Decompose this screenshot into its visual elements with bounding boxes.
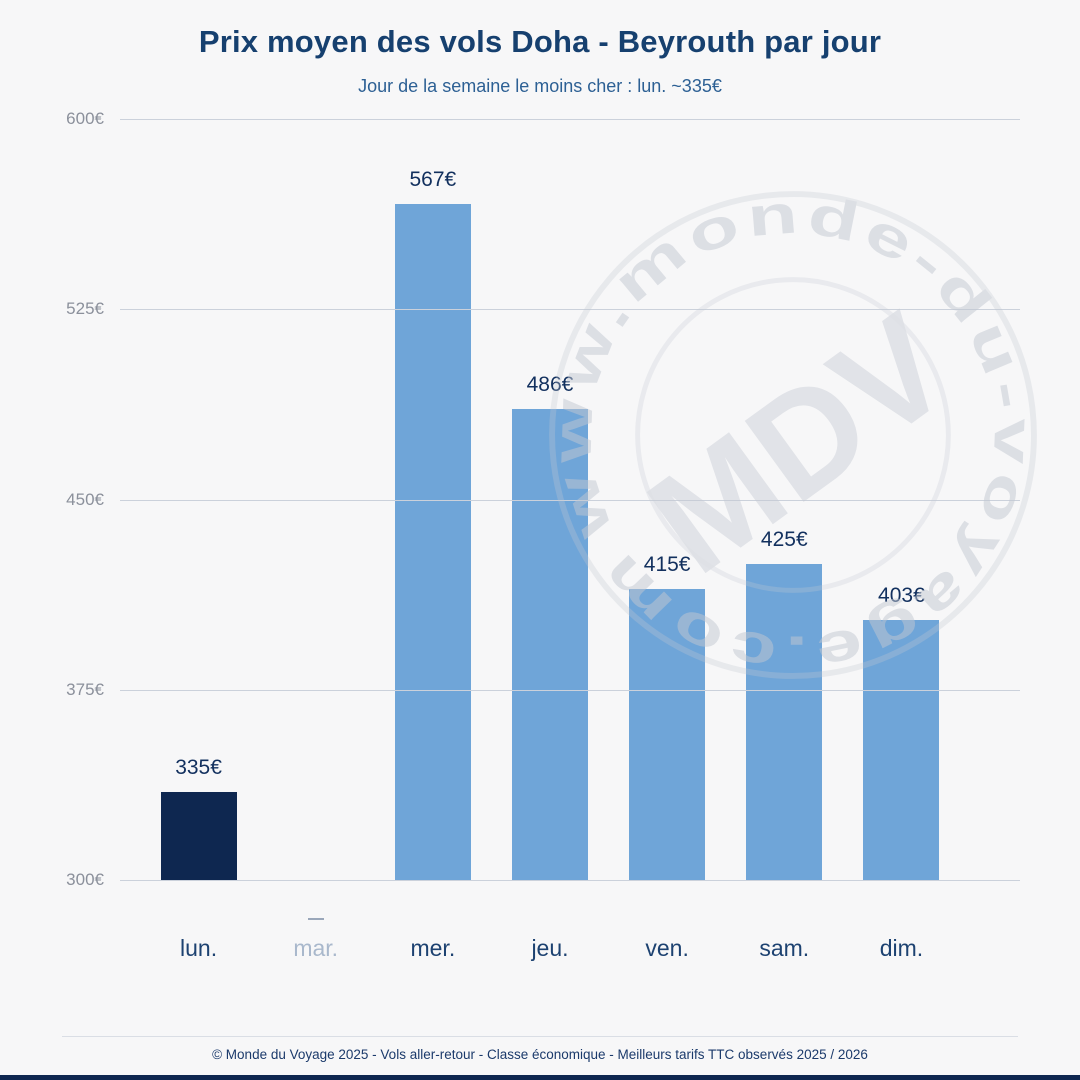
column-jeu.: 486€ xyxy=(491,120,608,881)
x-axis-label-dim.: dim. xyxy=(879,935,924,961)
x-axis-label-mar.: mar. xyxy=(293,935,339,961)
x-axis-label-jeu.: jeu. xyxy=(531,935,569,961)
gridline-450: 450€ xyxy=(66,490,1020,509)
dash-spacer xyxy=(726,903,843,935)
value-label-ven.: 415€ xyxy=(643,553,691,577)
footer-text: © Monde du Voyage 2025 - Vols aller-reto… xyxy=(212,1047,868,1062)
y-tick-label-300: 300€ xyxy=(66,870,104,889)
value-label-dim.: 403€ xyxy=(878,583,925,607)
column-ven.: 415€ xyxy=(609,120,726,881)
chart-title: Prix moyen des vols Doha - Beyrouth par … xyxy=(198,24,882,59)
bar-jeu. xyxy=(511,409,588,881)
x-cell-jeu.: jeu. xyxy=(491,903,608,962)
x-axis-label-mer.: mer. xyxy=(410,935,456,961)
column-lun.: 335€ xyxy=(140,120,257,881)
x-cell-lun.: lun. xyxy=(140,903,257,962)
footer-divider xyxy=(62,1036,1018,1037)
dash-spacer xyxy=(374,903,491,935)
value-label-lun.: 335€ xyxy=(175,756,222,780)
bottom-accent-bar xyxy=(0,1075,1080,1080)
x-cell-mer.: mer. xyxy=(374,903,491,962)
chart-subtitle: Jour de la semaine le moins cher : lun. … xyxy=(358,76,722,96)
dash-spacer xyxy=(140,903,257,935)
bar-dim. xyxy=(863,619,940,881)
column-sam.: 425€ xyxy=(726,120,843,881)
column-mer.: 567€ xyxy=(374,120,491,881)
x-axis-label-sam.: sam. xyxy=(759,935,810,961)
gridline-525: 525€ xyxy=(66,299,1020,318)
dash-spacer xyxy=(491,903,608,935)
y-tick-label-450: 450€ xyxy=(66,489,104,509)
gridline-375: 375€ xyxy=(66,680,1020,699)
x-cell-mar.: mar. xyxy=(257,903,374,962)
dash-spacer xyxy=(843,903,960,935)
y-tick-label-600: 600€ xyxy=(66,109,104,128)
column-mar. xyxy=(257,120,374,881)
value-label-sam.: 425€ xyxy=(760,527,808,551)
x-cell-ven.: ven. xyxy=(609,903,726,962)
column-dim.: 403€ xyxy=(843,120,960,881)
bars-container: 335€ 567€ 486€ 415€ 425€ 403€ xyxy=(140,120,960,881)
value-label-mer.: 567€ xyxy=(409,167,457,191)
x-axis-label-ven.: ven. xyxy=(645,935,689,961)
bar-ven. xyxy=(629,589,706,881)
x-cell-sam.: sam. xyxy=(726,903,843,962)
bar-lun. xyxy=(160,792,237,881)
gridline-300: 300€ xyxy=(66,870,1020,889)
gridline-600: 600€ xyxy=(66,109,1020,128)
no-data-dash xyxy=(257,903,374,935)
plot-area: 335€ 567€ 486€ 415€ 425€ 403€ 300€ 375€ 450€ 525… xyxy=(66,109,1020,889)
value-label-jeu.: 486€ xyxy=(526,373,574,397)
bar-sam. xyxy=(746,563,823,881)
y-tick-label-375: 375€ xyxy=(66,679,104,699)
x-cell-dim.: dim. xyxy=(843,903,960,962)
y-tick-label-525: 525€ xyxy=(66,299,104,319)
dash-spacer xyxy=(609,903,726,935)
bar-mer. xyxy=(394,203,471,881)
x-axis-labels: lun. mar. mer. jeu. ven. sam. dim. xyxy=(140,903,960,962)
x-axis-label-lun.: lun. xyxy=(180,935,218,961)
